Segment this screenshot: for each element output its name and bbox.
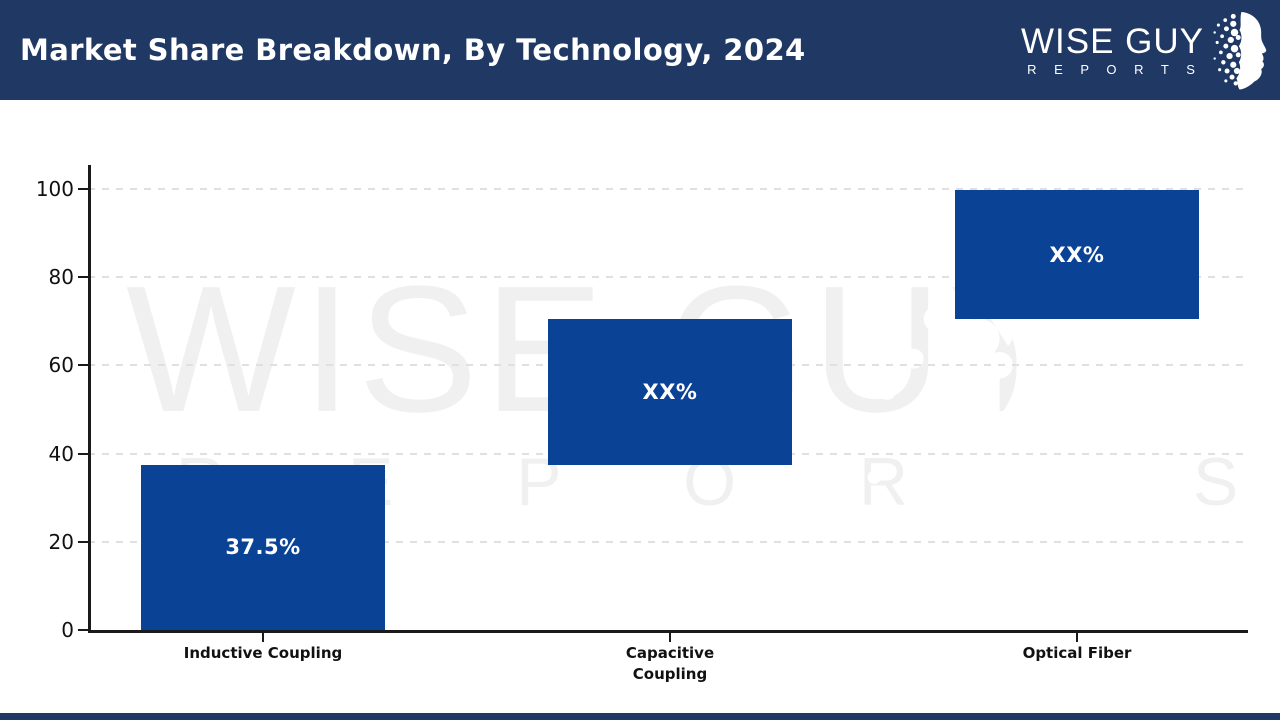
y-tick-label-0: 0 [61,618,74,642]
y-tick-label-100: 100 [35,177,74,201]
y-tick-mark-0 [78,629,88,631]
bar-value-label-inductive-coupling: 37.5% [225,535,301,560]
header-bar: Market Share Breakdown, By Technology, 2… [0,0,1280,100]
logo-face-icon [1213,11,1267,90]
bar-capacitive-coupling: XX% [548,319,792,465]
footer-bar [0,713,1280,720]
y-tick-label-40: 40 [48,441,74,466]
y-tick-label-60: 60 [48,353,74,378]
x-category-label-inductive-coupling: Inductive Coupling [133,643,393,664]
y-tick-mark-40 [78,452,88,455]
y-tick-mark-100 [78,188,88,190]
plot: 0 20 40 60 80 100 37.5% XX% XX% Inductive Couplin… [0,100,1280,713]
x-tick-mark-optical-fiber [1076,633,1078,642]
x-axis-line [88,630,1248,633]
x-tick-mark-capacitive-coupling [669,633,671,642]
gridline-20 [88,540,1248,543]
y-tick-mark-20 [78,540,88,543]
wise-guy-reports-logo: WISE GUY R E P O R T S [1021,10,1280,91]
bar-value-label-capacitive-coupling: XX% [642,379,698,404]
logo-text: WISE GUY R E P O R T S [1021,24,1204,77]
x-category-label-line: Coupling [632,665,708,683]
gridline-80 [88,276,1248,279]
x-category-label-line: Inductive Coupling [183,644,343,662]
bar-optical-fiber: XX% [955,190,1199,320]
x-tick-mark-inductive-coupling [262,633,264,642]
chart-area: WISE GUY R E P O R T S 0 20 40 60 80 100 37.5%… [0,100,1280,713]
chart-title: Market Share Breakdown, By Technology, 2… [20,33,806,67]
logo-subtitle: R E P O R T S [1027,61,1202,77]
x-category-label-line: Optical Fiber [1022,644,1132,662]
y-tick-label-20: 20 [48,529,74,554]
y-tick-mark-60 [78,364,88,367]
gridline-100 [88,188,1248,190]
bar-value-label-optical-fiber: XX% [1049,242,1105,267]
y-tick-mark-80 [78,276,88,279]
y-tick-label-80: 80 [48,265,74,290]
x-category-label-line: Capacitive [625,644,715,662]
bar-inductive-coupling: 37.5% [141,464,385,630]
y-axis-line [88,165,91,633]
logo-wordmark: WISE GUY [1020,21,1204,61]
x-category-label-optical-fiber: Optical Fiber [947,643,1207,664]
x-category-label-capacitive-coupling: Capacitive Coupling [540,643,800,685]
